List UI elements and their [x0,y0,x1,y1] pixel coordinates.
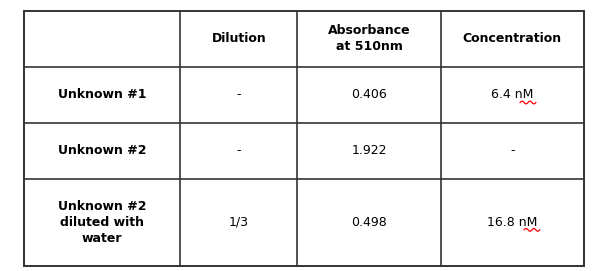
Text: -: - [237,144,241,157]
Text: 6.4 nM: 6.4 nM [491,88,533,101]
Text: -: - [237,88,241,101]
Text: 1.922: 1.922 [352,144,387,157]
Text: Absorbance
at 510nm: Absorbance at 510nm [328,24,411,53]
Text: Unknown #2: Unknown #2 [58,144,146,157]
Text: 16.8 nM: 16.8 nM [487,216,538,229]
Text: Unknown #2
diluted with
water: Unknown #2 diluted with water [58,200,146,245]
Text: Unknown #1: Unknown #1 [58,88,146,101]
Text: -: - [510,144,515,157]
Text: Dilution: Dilution [211,32,266,45]
Text: 1/3: 1/3 [229,216,249,229]
Text: 0.498: 0.498 [351,216,387,229]
Text: Concentration: Concentration [463,32,562,45]
Text: 0.406: 0.406 [351,88,387,101]
